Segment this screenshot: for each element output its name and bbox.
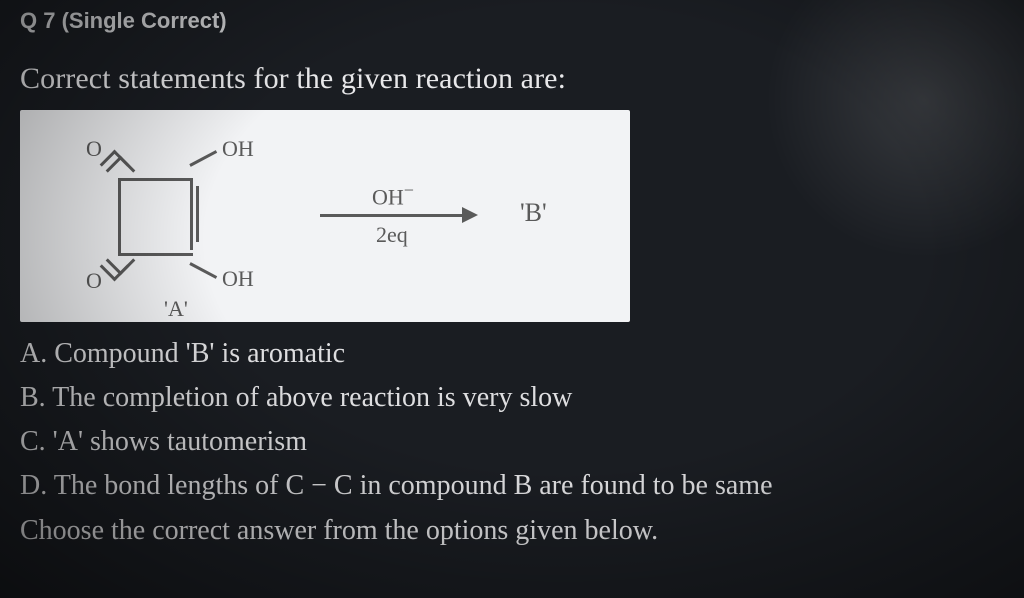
label-o-bottom: O	[86, 268, 102, 294]
label-oh-top: OH	[222, 136, 254, 162]
arrow-head-icon	[462, 207, 478, 223]
answer-instruction: Choose the correct answer from the optio…	[20, 508, 1004, 554]
option-b[interactable]: B. The completion of above reaction is v…	[20, 376, 1004, 420]
label-compound-b: 'B'	[520, 198, 547, 228]
reaction-arrow: OH− 2eq	[320, 180, 490, 250]
reaction-diagram: O O OH OH 'A' OH− 2eq 'B'	[20, 110, 630, 322]
option-c[interactable]: C. 'A' shows tautomerism	[20, 420, 1004, 464]
cyclobutene-ring	[118, 178, 193, 256]
label-o-top: O	[86, 136, 102, 162]
reagent-text: OH	[372, 184, 404, 209]
oh-bond-top	[189, 150, 217, 167]
equivalents-label: 2eq	[376, 222, 408, 248]
question-stem: Correct statements for the given reactio…	[20, 62, 1004, 96]
options-list: A. Compound 'B' is aromatic B. The compl…	[20, 332, 1004, 554]
reagent-charge: −	[404, 180, 414, 200]
ring-right-double-bond	[196, 186, 199, 242]
oh-bond-bottom	[189, 262, 217, 279]
question-page: Q 7 (Single Correct) Correct statements …	[0, 0, 1024, 598]
arrow-line	[320, 214, 470, 217]
reagent-label: OH−	[372, 180, 414, 210]
option-d[interactable]: D. The bond lengths of C − C in compound…	[20, 464, 1004, 508]
reactant-structure: O O OH OH 'A'	[44, 128, 294, 308]
label-compound-a: 'A'	[164, 296, 188, 322]
question-number: Q 7 (Single Correct)	[20, 8, 1004, 34]
ring-right-bond	[190, 178, 193, 250]
option-a[interactable]: A. Compound 'B' is aromatic	[20, 332, 1004, 376]
label-oh-bottom: OH	[222, 266, 254, 292]
glare-overlay	[764, 0, 1024, 260]
